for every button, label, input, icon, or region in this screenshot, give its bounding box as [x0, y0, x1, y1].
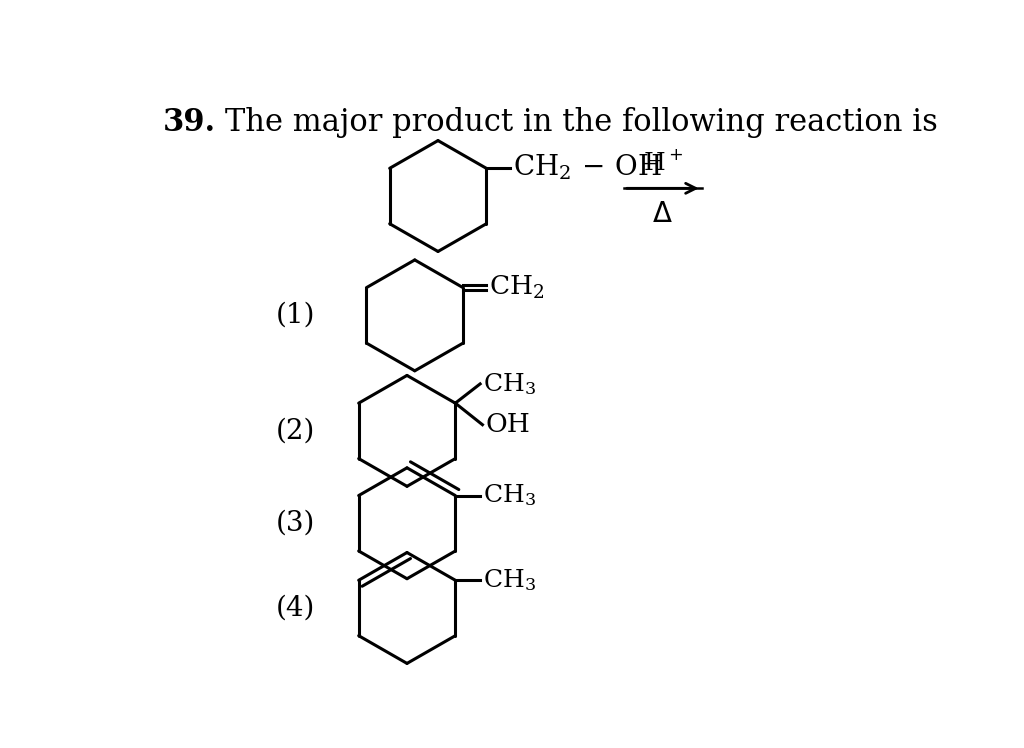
Text: $\Delta$: $\Delta$ — [652, 201, 673, 228]
Text: The major product in the following reaction is: The major product in the following react… — [225, 108, 938, 138]
Text: OH: OH — [485, 412, 530, 438]
Text: 39.: 39. — [163, 108, 216, 138]
Text: $\mathregular{CH_2}$: $\mathregular{CH_2}$ — [489, 274, 545, 301]
Text: $\mathregular{CH_3}$: $\mathregular{CH_3}$ — [483, 371, 537, 397]
Text: $\mathregular{CH_2}$$\,-\,$OH: $\mathregular{CH_2}$$\,-\,$OH — [513, 152, 662, 182]
Text: (3): (3) — [275, 510, 314, 537]
Text: (1): (1) — [275, 302, 314, 329]
Text: $\mathregular{CH_3}$: $\mathregular{CH_3}$ — [483, 482, 537, 509]
Text: (4): (4) — [275, 595, 314, 622]
Text: (2): (2) — [275, 417, 314, 444]
Text: H$^+$: H$^+$ — [643, 150, 683, 175]
Text: $\mathregular{CH_3}$: $\mathregular{CH_3}$ — [483, 567, 537, 593]
